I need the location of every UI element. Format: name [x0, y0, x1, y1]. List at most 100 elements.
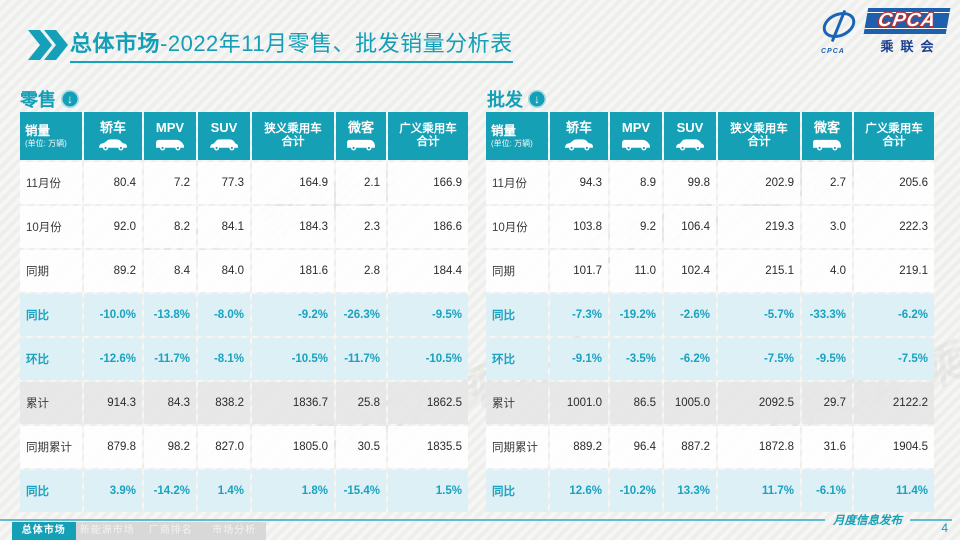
table-row: 同比 -7.3% -19.2% -2.6% -5.7% -33.3% -6.2%: [486, 294, 934, 336]
column-header: MPV: [144, 112, 196, 160]
table-row: 同比 3.9% -14.2% 1.4% 1.8% -15.4% 1.5%: [20, 470, 468, 512]
cell-value: 2.8: [336, 250, 386, 292]
cell-value: -9.2%: [252, 294, 334, 336]
table-row: 同期累计 889.2 96.4 887.2 1872.8 31.6 1904.5: [486, 426, 934, 468]
row-label: 10月份: [486, 206, 548, 248]
cell-value: 7.2: [144, 162, 196, 204]
cell-value: 8.9: [610, 162, 662, 204]
cell-value: 166.9: [388, 162, 468, 204]
table-row: 同比 12.6% -10.2% 13.3% 11.7% -6.1% 11.4%: [486, 470, 934, 512]
footer-tab[interactable]: 厂商排名: [148, 525, 193, 536]
cell-value: 222.3: [854, 206, 934, 248]
sedan-car-icon: [564, 138, 594, 151]
cada-logo-text: CPCA: [821, 47, 845, 55]
page-number: 4: [941, 521, 948, 535]
row-label: 同比: [20, 294, 82, 336]
row-label: 同期: [486, 250, 548, 292]
cell-value: -6.2%: [664, 338, 716, 380]
cell-value: 8.2: [144, 206, 196, 248]
row-label: 11月份: [20, 162, 82, 204]
page-title-rest: -2022年11月零售、批发销量分析表: [160, 31, 513, 56]
table-row: 同比 -10.0% -13.8% -8.0% -9.2% -26.3% -9.5%: [20, 294, 468, 336]
cell-value: 219.1: [854, 250, 934, 292]
cell-value: 106.4: [664, 206, 716, 248]
retail-section-title: 零售: [20, 90, 56, 110]
cell-value: 3.9%: [84, 470, 142, 512]
cell-value: 96.4: [610, 426, 662, 468]
table-body: 11月份 80.4 7.2 77.3 164.9 2.1 166.9 10月份 92.0 8.2 8…: [20, 162, 468, 512]
cell-value: 181.6: [252, 250, 334, 292]
table-row: 11月份 94.3 8.9 99.8 202.9 2.7 205.6: [486, 162, 934, 204]
wholesale-section-label: 批发 ↓: [487, 86, 546, 112]
table-body: 11月份 94.3 8.9 99.8 202.9 2.7 205.6 10月份 103.8 9.2…: [486, 162, 934, 512]
row-label: 环比: [20, 338, 82, 380]
table-row: 同期 89.2 8.4 84.0 181.6 2.8 184.4: [20, 250, 468, 292]
column-header: 轿车: [550, 112, 608, 160]
cell-value: 11.7%: [718, 470, 800, 512]
cell-value: -10.0%: [84, 294, 142, 336]
cell-value: 1.5%: [388, 470, 468, 512]
cell-value: -6.2%: [854, 294, 934, 336]
suv-car-icon: [675, 138, 705, 151]
column-header: 销量 (单位: 万辆): [20, 112, 82, 160]
wholesale-table: 销量 (单位: 万辆) 轿车 MPV SUV 狭义乘用车 合计 微客 广义乘用车 合计 11月份 9…: [486, 112, 934, 512]
cell-value: 1836.7: [252, 382, 334, 424]
table-header-row: 销量 (单位: 万辆) 轿车 MPV SUV 狭义乘用车 合计 微客 广义乘用车 合计: [486, 112, 934, 160]
cell-value: 1835.5: [388, 426, 468, 468]
down-arrow-circle-icon: ↓: [61, 90, 79, 108]
cell-value: 2.1: [336, 162, 386, 204]
mpv-car-icon: [155, 138, 185, 151]
cell-value: 84.1: [198, 206, 250, 248]
cell-value: -8.0%: [198, 294, 250, 336]
cell-value: -10.5%: [388, 338, 468, 380]
cell-value: -2.6%: [664, 294, 716, 336]
cell-value: 102.4: [664, 250, 716, 292]
cell-value: -7.5%: [718, 338, 800, 380]
cell-value: -10.5%: [252, 338, 334, 380]
cell-value: 2092.5: [718, 382, 800, 424]
cell-value: 914.3: [84, 382, 142, 424]
suv-car-icon: [209, 138, 239, 151]
cell-value: 827.0: [198, 426, 250, 468]
row-label: 累计: [486, 382, 548, 424]
cell-value: 184.4: [388, 250, 468, 292]
cell-value: 31.6: [802, 426, 852, 468]
row-label: 同期: [20, 250, 82, 292]
cell-value: 1805.0: [252, 426, 334, 468]
cpca-logo-box: CPCA: [863, 8, 951, 34]
cell-value: 3.0: [802, 206, 852, 248]
footer-tab[interactable]: 新能源市场: [79, 525, 135, 536]
footer-tab[interactable]: 总体市场: [12, 522, 76, 540]
microvan-icon: [346, 138, 376, 151]
column-header: 狭义乘用车 合计: [252, 112, 334, 160]
column-header: 销量 (单位: 万辆): [486, 112, 548, 160]
column-header: 广义乘用车 合计: [388, 112, 468, 160]
column-header: 微客: [336, 112, 386, 160]
cell-value: 1862.5: [388, 382, 468, 424]
footer-tabs: 总体市场 新能源市场 厂商排名 市场分析: [12, 522, 266, 540]
table-row: 环比 -12.6% -11.7% -8.1% -10.5% -11.7% -10.5%: [20, 338, 468, 380]
cell-value: -15.4%: [336, 470, 386, 512]
cell-value: -9.5%: [388, 294, 468, 336]
cell-value: -7.3%: [550, 294, 608, 336]
table-row: 10月份 103.8 9.2 106.4 219.3 3.0 222.3: [486, 206, 934, 248]
cell-value: -7.5%: [854, 338, 934, 380]
cell-value: -5.7%: [718, 294, 800, 336]
cell-value: 215.1: [718, 250, 800, 292]
cell-value: 184.3: [252, 206, 334, 248]
cell-value: 879.8: [84, 426, 142, 468]
cell-value: 1904.5: [854, 426, 934, 468]
footer-tab[interactable]: 市场分析: [212, 525, 257, 536]
cell-value: -11.7%: [144, 338, 196, 380]
double-chevron-icon: [28, 30, 68, 60]
cell-value: 838.2: [198, 382, 250, 424]
cell-value: 8.4: [144, 250, 196, 292]
cell-value: 9.2: [610, 206, 662, 248]
cell-value: 80.4: [84, 162, 142, 204]
column-header: 轿车: [84, 112, 142, 160]
cell-value: -9.5%: [802, 338, 852, 380]
cell-value: 99.8: [664, 162, 716, 204]
cell-value: -13.8%: [144, 294, 196, 336]
cell-value: -9.1%: [550, 338, 608, 380]
cpca-org-name: 乘联会: [880, 39, 941, 54]
